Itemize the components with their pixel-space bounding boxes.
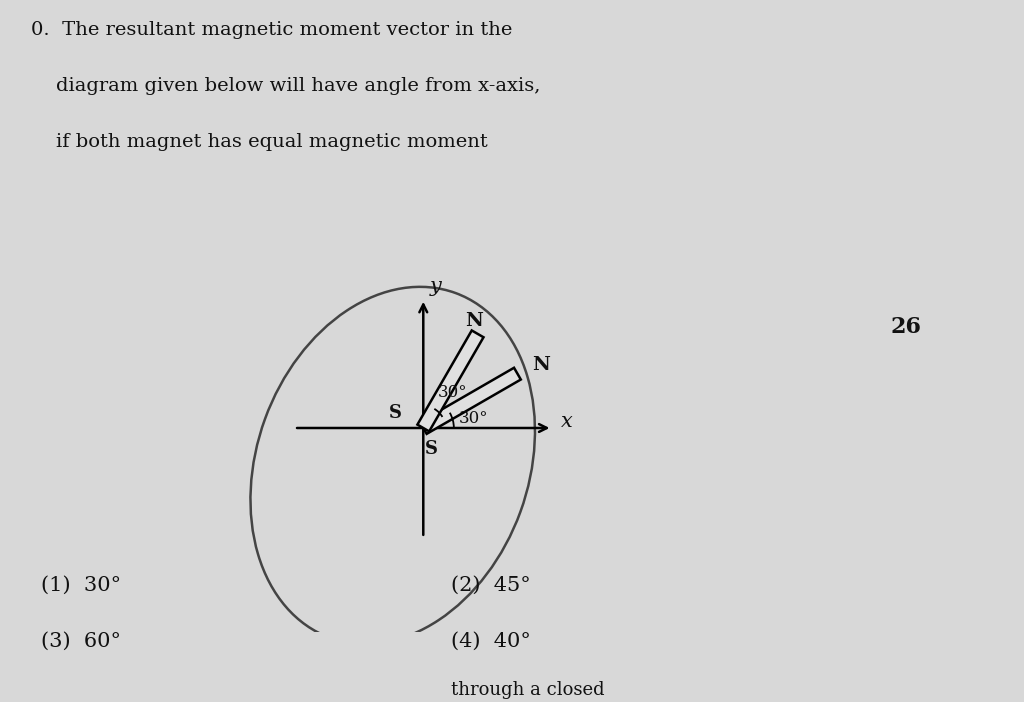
Text: N: N (532, 356, 550, 374)
Text: through a closed: through a closed (451, 681, 604, 699)
Text: (3)  60°: (3) 60° (41, 632, 121, 651)
Text: S: S (425, 440, 438, 458)
Text: 0.  The resultant magnetic moment vector in the: 0. The resultant magnetic moment vector … (31, 21, 512, 39)
Text: x: x (560, 411, 572, 430)
Text: N: N (465, 312, 483, 330)
Text: (2)  45°: (2) 45° (451, 576, 530, 595)
Polygon shape (418, 331, 483, 432)
Text: diagram given below will have angle from x-axis,: diagram given below will have angle from… (31, 77, 540, 95)
Polygon shape (420, 368, 521, 434)
Text: 26: 26 (891, 316, 922, 338)
Text: (1)  30°: (1) 30° (41, 576, 121, 595)
Text: (4)  40°: (4) 40° (451, 632, 530, 651)
Text: 30°: 30° (459, 409, 488, 427)
Text: y: y (430, 277, 441, 296)
Text: if both magnet has equal magnetic moment: if both magnet has equal magnetic moment (31, 133, 487, 152)
Text: 30°: 30° (438, 384, 468, 401)
Text: S: S (389, 404, 402, 422)
